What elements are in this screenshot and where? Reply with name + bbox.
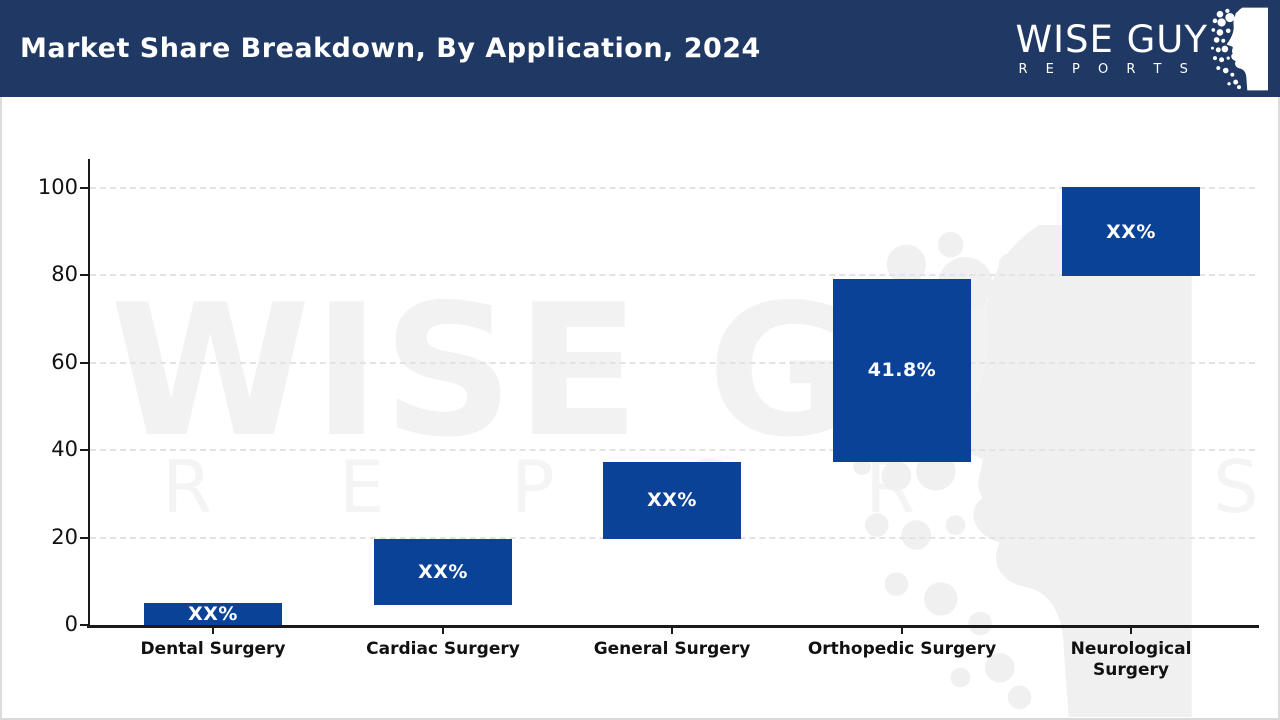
x-category-label: Orthopedic Surgery	[807, 639, 997, 659]
x-tick	[442, 628, 444, 634]
x-tick	[671, 628, 673, 634]
chart-title: Market Share Breakdown, By Application, …	[20, 33, 761, 64]
x-tick	[1130, 628, 1132, 634]
logo-text: WISE GUY R E P O R T S	[1015, 18, 1208, 78]
bar-general-surgery: XX%	[603, 461, 741, 539]
chart-plot-area: WISE GUY R E P O R T S 020406080100XX%XX…	[0, 97, 1280, 720]
x-tick	[212, 628, 214, 634]
header-bar: Market Share Breakdown, By Application, …	[0, 0, 1280, 97]
logo-subtitle: R E P O R T S	[1018, 62, 1195, 77]
bar-orthopedic-surgery: 41.8%	[833, 278, 971, 462]
y-gridline	[90, 361, 1255, 364]
y-tick-label: 40	[51, 437, 78, 461]
bar-dental-surgery: XX%	[144, 603, 282, 625]
y-tick	[80, 536, 88, 539]
y-tick	[80, 274, 88, 276]
y-tick-label: 80	[51, 262, 78, 286]
bar-value-label: XX%	[188, 603, 238, 626]
y-gridline	[90, 449, 1255, 451]
bar-value-label: 41.8%	[867, 359, 937, 382]
y-tick-label: 0	[64, 612, 78, 636]
y-tick-label: 20	[51, 524, 78, 549]
wise-guy-reports-logo: WISE GUY R E P O R T S	[1016, 6, 1268, 92]
y-gridline	[90, 186, 1255, 189]
y-tick	[80, 361, 88, 364]
y-tick-label: 100	[37, 174, 78, 199]
x-tick	[901, 628, 903, 634]
dot-face-logo-icon	[1210, 7, 1268, 91]
y-tick	[80, 449, 88, 451]
bar-neurological-surgery: XX%	[1062, 187, 1200, 277]
logo-wordmark: WISE GUY	[1015, 18, 1208, 61]
x-category-label: Neurological Surgery	[1070, 639, 1192, 680]
y-axis-line	[88, 159, 90, 628]
y-tick	[80, 186, 88, 189]
bar-cardiac-surgery: XX%	[374, 538, 512, 605]
x-category-label: General Surgery	[593, 639, 751, 659]
x-category-label: Dental Surgery	[140, 639, 286, 659]
y-gridline	[90, 274, 1255, 276]
bar-value-label: XX%	[1106, 220, 1156, 243]
x-category-label: Cardiac Surgery	[366, 639, 520, 659]
bar-value-label: XX%	[647, 489, 697, 512]
x-axis-line	[87, 625, 1259, 628]
y-tick	[80, 624, 88, 626]
bar-value-label: XX%	[418, 560, 468, 583]
y-tick-label: 60	[51, 349, 78, 374]
